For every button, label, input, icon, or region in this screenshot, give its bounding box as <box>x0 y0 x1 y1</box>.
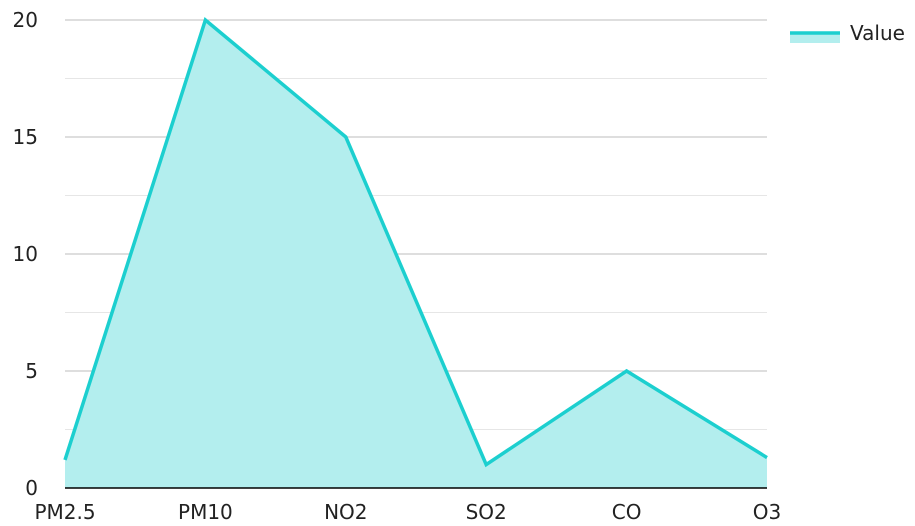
y-tick-label: 10 <box>13 242 38 266</box>
x-tick-label: PM2.5 <box>34 500 95 524</box>
legend-label-value: Value <box>850 21 905 45</box>
y-tick-label: 20 <box>13 8 38 32</box>
x-tick-label: CO <box>612 500 642 524</box>
x-tick-label: NO2 <box>324 500 367 524</box>
y-tick-label: 0 <box>25 476 38 500</box>
x-tick-label: SO2 <box>466 500 507 524</box>
legend[interactable]: Value <box>790 21 905 45</box>
y-tick-label: 5 <box>25 359 38 383</box>
series-line-value <box>63 16 768 468</box>
x-tick-label: PM10 <box>178 500 233 524</box>
x-tick-label: O3 <box>753 500 781 524</box>
series-area-value <box>65 20 767 488</box>
y-axis-ticks: 0 5 10 15 20 <box>13 8 38 500</box>
x-axis-ticks: PM2.5 PM10 NO2 SO2 CO O3 <box>34 500 781 524</box>
legend-swatch <box>790 32 840 43</box>
area-layer <box>63 16 768 488</box>
y-tick-label: 15 <box>13 125 38 149</box>
